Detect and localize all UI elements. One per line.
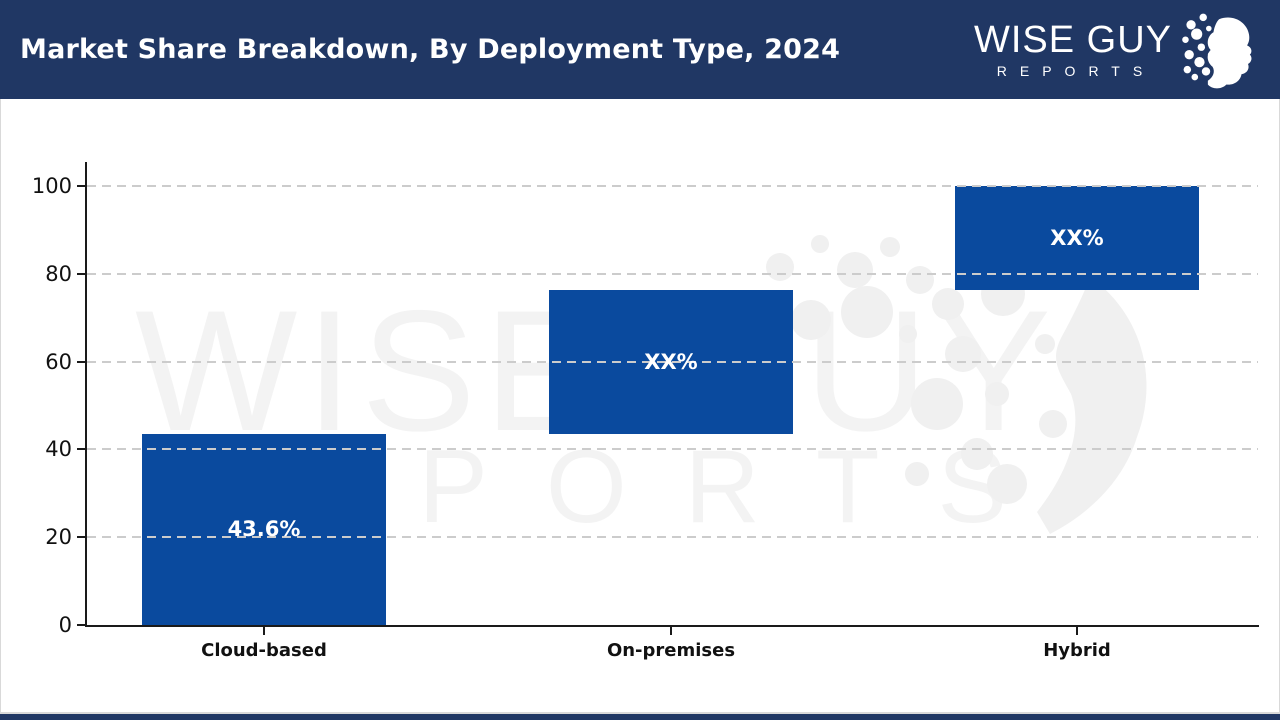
footer-bar [0,714,1280,720]
brand-logo: WISE GUY REPORTS [974,8,1262,92]
x-category-label: Cloud-based [201,640,327,661]
y-tick-label-100: 100 [31,174,72,198]
y-tick-mark-0 [77,624,85,626]
y-axis-line [85,162,87,627]
bar-value-label: 43.6% [227,517,301,542]
y-tick-mark-100 [77,185,85,187]
bar-hybrid [955,186,1199,290]
y-tick-label-80: 80 [45,261,72,286]
gridline-60 [87,360,1258,363]
x-tick-mark-2 [1076,627,1078,635]
gridline-20 [87,536,1258,539]
brand-name: WISE GUY [973,19,1172,61]
y-tick-label-20: 20 [45,525,72,550]
x-category-label: Hybrid [1043,640,1111,661]
y-tick-label-60: 60 [45,349,72,374]
face-profile-icon [1182,13,1252,88]
bar-value-label: XX% [644,349,698,374]
y-tick-label-40: 40 [45,437,72,462]
y-tick-label-0: 0 [58,613,72,637]
gridline-100 [87,185,1258,187]
gridline-80 [87,272,1258,275]
bar-cloud-based [142,433,386,625]
y-tick-mark-60 [77,360,85,363]
bottom-border-line [0,712,1280,714]
y-tick-mark-80 [77,272,85,275]
x-tick-mark-1 [670,627,672,635]
bar-value-label: XX% [1050,225,1104,250]
y-tick-mark-40 [77,448,85,451]
brand-subname: REPORTS [996,63,1156,79]
x-tick-mark-0 [263,627,265,635]
x-category-label: On-premises [606,640,736,661]
y-tick-mark-20 [77,536,85,539]
watermark-face-icon [766,234,1147,534]
brand-logo-text: WISE GUY REPORTS [974,21,1172,78]
chart-title: Market Share Breakdown, By Deployment Ty… [20,34,841,65]
x-axis-line [85,625,1259,627]
gridline-40 [87,448,1258,451]
header-bar: Market Share Breakdown, By Deployment Ty… [0,0,1280,99]
